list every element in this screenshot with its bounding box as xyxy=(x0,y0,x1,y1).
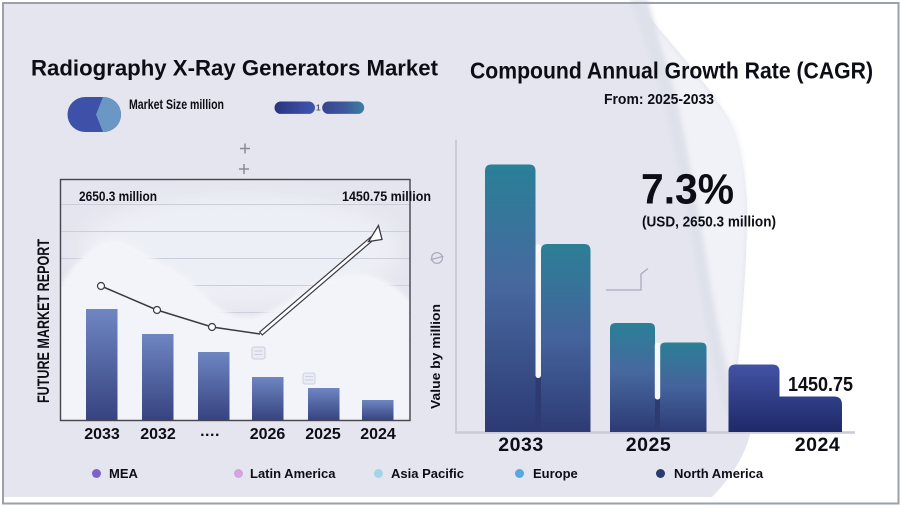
svg-text:1: 1 xyxy=(316,103,321,113)
svg-text:2650.3 million: 2650.3 million xyxy=(79,189,157,204)
svg-text:From: 2025-2033: From: 2025-2033 xyxy=(604,92,714,108)
svg-text:Asia Pacific: Asia Pacific xyxy=(391,466,464,481)
svg-text:2025: 2025 xyxy=(626,434,671,456)
svg-text:2024: 2024 xyxy=(795,434,840,456)
svg-text:2024: 2024 xyxy=(360,426,396,443)
svg-text:2033: 2033 xyxy=(498,434,543,456)
svg-text:Market Size million: Market Size million xyxy=(129,97,224,112)
svg-text:7.3%: 7.3% xyxy=(641,166,734,214)
svg-text:2026: 2026 xyxy=(250,426,286,443)
svg-text:North America: North America xyxy=(674,466,764,481)
svg-text:Value by million: Value by million xyxy=(428,304,443,409)
svg-text:FUTURE MARKET REPORT: FUTURE MARKET REPORT xyxy=(35,239,53,403)
svg-text:2025: 2025 xyxy=(305,426,341,443)
svg-text:Latin America: Latin America xyxy=(250,466,336,481)
svg-text:....: .... xyxy=(200,423,220,440)
svg-text:MEA: MEA xyxy=(109,466,139,481)
svg-text:(USD, 2650.3 million): (USD, 2650.3 million) xyxy=(642,215,776,231)
svg-text:2033: 2033 xyxy=(84,426,120,443)
svg-text:2032: 2032 xyxy=(140,426,176,443)
svg-text:Radiography X-Ray Generators M: Radiography X-Ray Generators Market xyxy=(31,56,438,81)
svg-text:1450.75: 1450.75 xyxy=(788,374,853,396)
svg-text:Compound Annual Growth Rate (C: Compound Annual Growth Rate (CAGR) xyxy=(470,58,873,84)
svg-text:1450.75 million: 1450.75 million xyxy=(342,189,431,204)
svg-text:Europe: Europe xyxy=(533,466,578,481)
